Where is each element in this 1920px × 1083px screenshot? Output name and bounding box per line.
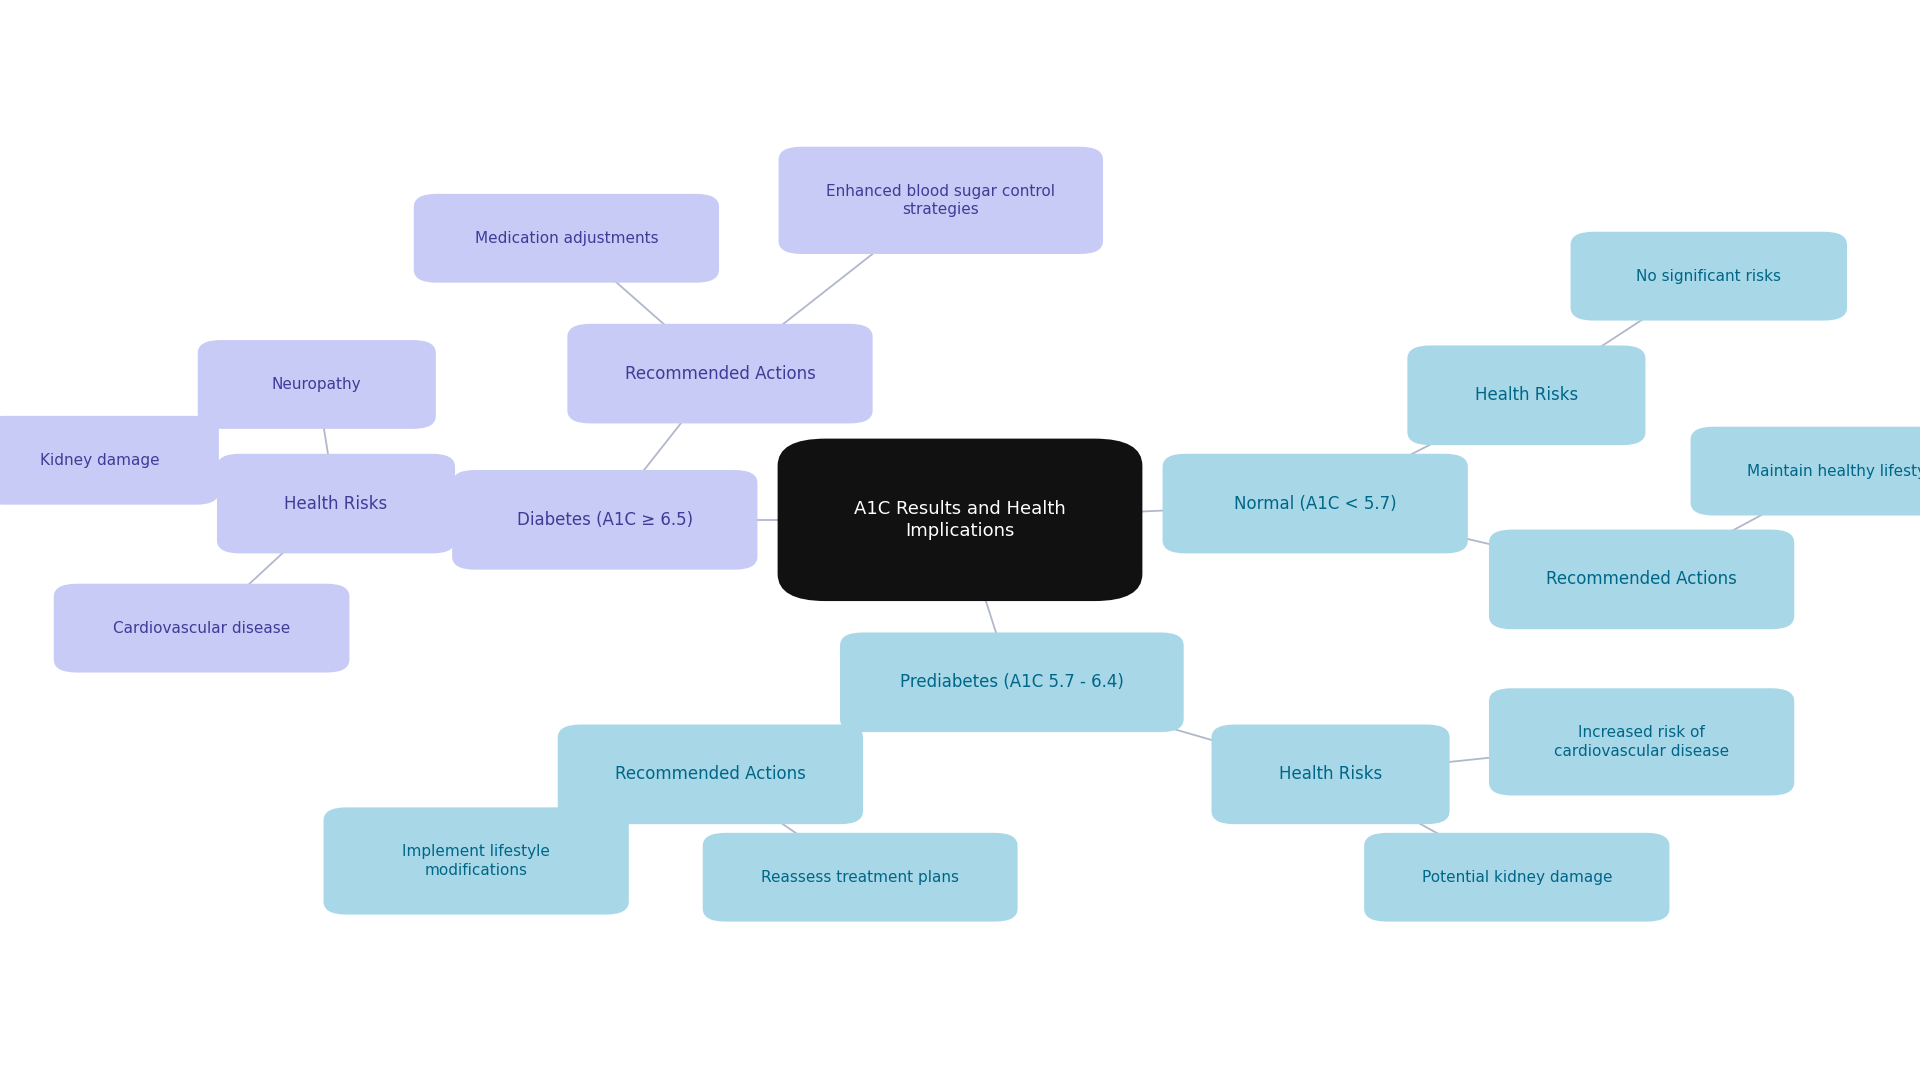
Text: Health Risks: Health Risks xyxy=(284,495,388,512)
Text: Increased risk of
cardiovascular disease: Increased risk of cardiovascular disease xyxy=(1553,725,1730,759)
FancyBboxPatch shape xyxy=(198,340,436,429)
Text: Prediabetes (A1C 5.7 - 6.4): Prediabetes (A1C 5.7 - 6.4) xyxy=(900,674,1123,691)
Text: Health Risks: Health Risks xyxy=(1475,387,1578,404)
FancyBboxPatch shape xyxy=(1407,345,1645,445)
Text: Maintain healthy lifestyle: Maintain healthy lifestyle xyxy=(1747,464,1920,479)
FancyBboxPatch shape xyxy=(217,454,455,553)
Text: Diabetes (A1C ≥ 6.5): Diabetes (A1C ≥ 6.5) xyxy=(516,511,693,529)
Text: Recommended Actions: Recommended Actions xyxy=(614,766,806,783)
FancyBboxPatch shape xyxy=(1690,427,1920,516)
FancyBboxPatch shape xyxy=(1490,689,1793,795)
FancyBboxPatch shape xyxy=(54,584,349,673)
Text: Health Risks: Health Risks xyxy=(1279,766,1382,783)
Text: Recommended Actions: Recommended Actions xyxy=(1546,571,1738,588)
Text: Normal (A1C < 5.7): Normal (A1C < 5.7) xyxy=(1235,495,1396,512)
FancyBboxPatch shape xyxy=(453,470,756,570)
FancyBboxPatch shape xyxy=(703,833,1018,922)
FancyBboxPatch shape xyxy=(778,439,1142,601)
Text: Reassess treatment plans: Reassess treatment plans xyxy=(760,870,960,885)
FancyBboxPatch shape xyxy=(1212,725,1450,824)
FancyBboxPatch shape xyxy=(568,324,872,423)
Text: Cardiovascular disease: Cardiovascular disease xyxy=(113,621,290,636)
FancyBboxPatch shape xyxy=(557,725,862,824)
FancyBboxPatch shape xyxy=(1363,833,1670,922)
FancyBboxPatch shape xyxy=(1490,530,1793,629)
Text: Kidney damage: Kidney damage xyxy=(40,453,159,468)
Text: Enhanced blood sugar control
strategies: Enhanced blood sugar control strategies xyxy=(826,183,1056,218)
Text: Medication adjustments: Medication adjustments xyxy=(474,231,659,246)
FancyBboxPatch shape xyxy=(1571,232,1847,321)
FancyBboxPatch shape xyxy=(841,632,1183,732)
FancyBboxPatch shape xyxy=(323,808,630,914)
FancyBboxPatch shape xyxy=(1164,454,1469,553)
FancyBboxPatch shape xyxy=(413,194,718,283)
Text: No significant risks: No significant risks xyxy=(1636,269,1782,284)
FancyBboxPatch shape xyxy=(780,147,1102,255)
Text: Neuropathy: Neuropathy xyxy=(273,377,361,392)
Text: Potential kidney damage: Potential kidney damage xyxy=(1421,870,1613,885)
Text: Recommended Actions: Recommended Actions xyxy=(624,365,816,382)
Text: Implement lifestyle
modifications: Implement lifestyle modifications xyxy=(401,844,551,878)
Text: A1C Results and Health
Implications: A1C Results and Health Implications xyxy=(854,499,1066,540)
FancyBboxPatch shape xyxy=(0,416,219,505)
